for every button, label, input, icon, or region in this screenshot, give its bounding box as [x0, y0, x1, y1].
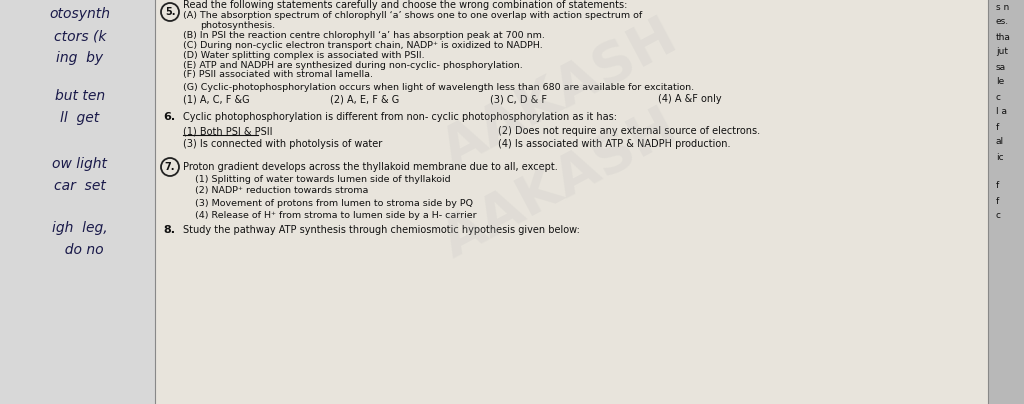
- Text: (C) During non-cyclic electron transport chain, NADP⁺ is oxidized to NADPH.: (C) During non-cyclic electron transport…: [183, 40, 543, 50]
- Bar: [988, 0, 1024, 404]
- Text: 7.: 7.: [165, 162, 175, 172]
- Text: f: f: [996, 196, 999, 206]
- Text: (A) The absorption spectrum of chlorophyll ‘a’ shows one to one overlap with act: (A) The absorption spectrum of chlorophy…: [183, 11, 642, 19]
- Text: sa: sa: [996, 63, 1007, 72]
- Text: Read the following statements carefully and choose the wrong combination of stat: Read the following statements carefully …: [183, 0, 628, 10]
- Text: 8.: 8.: [163, 225, 175, 235]
- Text: c: c: [996, 212, 1001, 221]
- Text: AAKASH: AAKASH: [433, 99, 687, 269]
- Text: jut: jut: [996, 48, 1008, 57]
- Text: AAKASH: AAKASH: [433, 9, 687, 179]
- Text: (1) Splitting of water towards lumen side of thyllakoid: (1) Splitting of water towards lumen sid…: [195, 175, 451, 183]
- Bar: [155, 0, 988, 404]
- Text: photosynthesis.: photosynthesis.: [200, 21, 275, 29]
- Text: car  set: car set: [54, 179, 105, 193]
- Text: (D) Water splitting complex is associated with PSII.: (D) Water splitting complex is associate…: [183, 50, 425, 59]
- Text: c: c: [996, 93, 1001, 101]
- Text: do no: do no: [56, 243, 103, 257]
- Text: Proton gradient develops across the thyllakoid membrane due to all, except.: Proton gradient develops across the thyl…: [183, 162, 558, 172]
- Text: tha: tha: [996, 32, 1011, 42]
- Text: 6.: 6.: [163, 112, 175, 122]
- Text: ctors (k: ctors (k: [54, 29, 106, 43]
- Text: Cyclic photophosphorylation is different from non- cyclic photophosphorylation a: Cyclic photophosphorylation is different…: [183, 112, 617, 122]
- Text: (4) A &F only: (4) A &F only: [658, 94, 722, 104]
- Bar: [0, 0, 155, 404]
- Text: (2) A, E, F & G: (2) A, E, F & G: [330, 94, 399, 104]
- Text: (4) Is associated with ATP & NADPH production.: (4) Is associated with ATP & NADPH produ…: [498, 139, 730, 149]
- Text: ing  by: ing by: [56, 51, 103, 65]
- Text: (G) Cyclic-photophosphorylation occurs when light of wavelength less than 680 ar: (G) Cyclic-photophosphorylation occurs w…: [183, 82, 694, 91]
- Text: f: f: [996, 122, 999, 131]
- Text: al: al: [996, 137, 1005, 147]
- Text: (F) PSII associated with stromal lamella.: (F) PSII associated with stromal lamella…: [183, 71, 373, 80]
- Text: 5.: 5.: [165, 7, 175, 17]
- Text: f: f: [996, 181, 999, 191]
- Text: (1) Both PSI & PSII: (1) Both PSI & PSII: [183, 126, 272, 136]
- Text: (2) NADP⁺ reduction towards stroma: (2) NADP⁺ reduction towards stroma: [195, 187, 369, 196]
- Text: ic: ic: [996, 152, 1004, 162]
- Text: s n: s n: [996, 2, 1010, 11]
- Text: (B) In PSI the reaction centre chlorophyll ‘a’ has absorption peak at 700 nm.: (B) In PSI the reaction centre chlorophy…: [183, 30, 545, 40]
- Text: but ten: but ten: [55, 89, 105, 103]
- Text: (E) ATP and NADPH are synthesized during non-cyclic- phosphorylation.: (E) ATP and NADPH are synthesized during…: [183, 61, 522, 69]
- Text: le: le: [996, 78, 1005, 86]
- Text: (4) Release of H⁺ from stroma to lumen side by a H- carrier: (4) Release of H⁺ from stroma to lumen s…: [195, 210, 476, 219]
- Text: Study the pathway ATP synthesis through chemiosmotic hypothesis given below:: Study the pathway ATP synthesis through …: [183, 225, 580, 235]
- Text: ll  get: ll get: [60, 111, 99, 125]
- Text: igh  leg,: igh leg,: [52, 221, 108, 235]
- Text: es.: es.: [996, 17, 1009, 27]
- Text: (1) A, C, F &G: (1) A, C, F &G: [183, 94, 250, 104]
- Text: ow light: ow light: [52, 157, 108, 171]
- Text: otosynth: otosynth: [49, 7, 111, 21]
- Text: (3) C, D & F: (3) C, D & F: [490, 94, 547, 104]
- Text: l a: l a: [996, 107, 1007, 116]
- Text: (3) Is connected with photolysis of water: (3) Is connected with photolysis of wate…: [183, 139, 382, 149]
- Text: (2) Does not require any external source of electrons.: (2) Does not require any external source…: [498, 126, 760, 136]
- Text: (3) Movement of protons from lumen to stroma side by PQ: (3) Movement of protons from lumen to st…: [195, 198, 473, 208]
